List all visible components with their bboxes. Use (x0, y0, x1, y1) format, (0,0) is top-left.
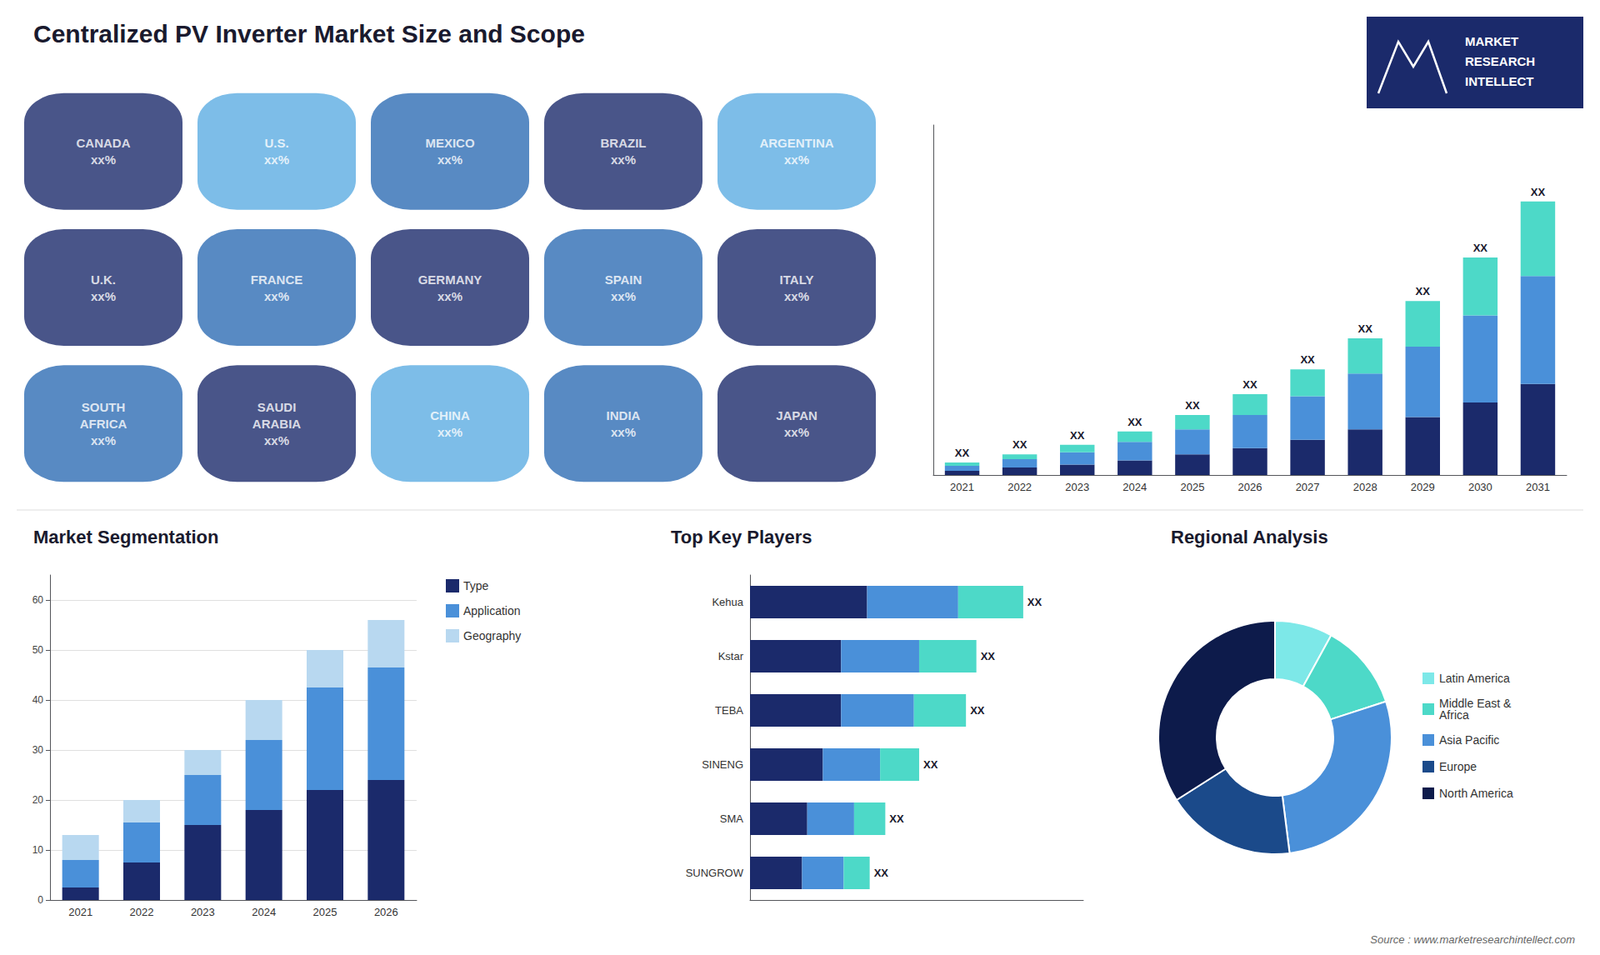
svg-text:Type: Type (463, 579, 490, 593)
svg-text:Regional Analysis: Regional Analysis (1170, 526, 1329, 548)
svg-text:10: 10 (32, 844, 45, 856)
svg-text:2024: 2024 (1122, 480, 1147, 494)
svg-text:40: 40 (32, 694, 45, 706)
svg-text:ARABIA: ARABIA (252, 416, 301, 431)
svg-text:2026: 2026 (374, 905, 399, 919)
svg-text:xx%: xx% (437, 425, 463, 440)
svg-text:XX: XX (923, 758, 939, 771)
svg-text:2022: 2022 (130, 905, 155, 919)
svg-text:Europe: Europe (1439, 760, 1477, 774)
svg-text:INTELLECT: INTELLECT (1465, 74, 1535, 89)
svg-text:Application: Application (463, 604, 521, 618)
svg-text:Kstar: Kstar (718, 650, 745, 663)
svg-text:MARKET: MARKET (1465, 34, 1519, 49)
svg-text:Africa: Africa (1439, 708, 1470, 722)
svg-text:2021: 2021 (68, 905, 93, 919)
svg-text:ARGENTINA: ARGENTINA (759, 135, 834, 150)
svg-text:SUNGROW: SUNGROW (685, 866, 745, 880)
svg-text:XX: XX (1473, 241, 1489, 255)
svg-text:2022: 2022 (1007, 480, 1032, 494)
svg-text:SPAIN: SPAIN (605, 272, 643, 287)
svg-text:Geography: Geography (463, 629, 521, 643)
svg-text:2031: 2031 (1525, 480, 1550, 494)
svg-text:XX: XX (1300, 353, 1315, 366)
svg-text:2026: 2026 (1238, 480, 1263, 494)
svg-text:Kehua: Kehua (711, 595, 744, 609)
svg-text:SINENG: SINENG (701, 758, 744, 771)
svg-text:XX: XX (874, 866, 890, 880)
svg-text:XX: XX (1530, 185, 1546, 199)
svg-text:XX: XX (1012, 438, 1028, 451)
svg-text:xx%: xx% (610, 289, 636, 304)
svg-text:2029: 2029 (1410, 480, 1435, 494)
svg-text:2023: 2023 (1065, 480, 1090, 494)
svg-text:U.S.: U.S. (264, 135, 289, 150)
svg-text:XX: XX (1127, 415, 1143, 429)
svg-text:U.K.: U.K. (90, 272, 116, 287)
svg-text:Top Key Players: Top Key Players (670, 526, 813, 548)
svg-text:Centralized PV Inverter Market: Centralized PV Inverter Market Size and … (33, 20, 585, 48)
svg-text:JAPAN: JAPAN (775, 408, 818, 423)
svg-text:2025: 2025 (1180, 480, 1205, 494)
svg-text:XX: XX (1415, 285, 1431, 298)
svg-text:xx%: xx% (437, 289, 463, 304)
svg-text:Asia Pacific: Asia Pacific (1439, 733, 1500, 747)
svg-text:Middle East &: Middle East & (1439, 696, 1512, 710)
svg-text:XX: XX (1027, 595, 1043, 609)
svg-text:60: 60 (32, 594, 45, 606)
svg-text:FRANCE: FRANCE (250, 272, 304, 287)
svg-text:Market Segmentation: Market Segmentation (33, 526, 220, 548)
svg-text:RESEARCH: RESEARCH (1465, 54, 1535, 69)
svg-text:CHINA: CHINA (430, 408, 470, 423)
svg-text:2028: 2028 (1353, 480, 1378, 494)
svg-text:xx%: xx% (437, 152, 463, 167)
svg-text:XX: XX (1185, 399, 1200, 412)
svg-text:SOUTH: SOUTH (81, 400, 126, 415)
svg-text:xx%: xx% (610, 425, 636, 440)
svg-text:2021: 2021 (950, 480, 975, 494)
svg-text:50: 50 (32, 644, 45, 656)
svg-text:0: 0 (37, 894, 44, 906)
svg-text:2027: 2027 (1295, 480, 1320, 494)
svg-text:xx%: xx% (610, 152, 636, 167)
svg-text:xx%: xx% (90, 433, 116, 448)
svg-text:Latin America: Latin America (1439, 671, 1510, 685)
svg-text:20: 20 (32, 794, 45, 806)
svg-text:XX: XX (955, 446, 970, 460)
svg-text:xx%: xx% (784, 289, 810, 304)
svg-text:2030: 2030 (1468, 480, 1493, 494)
svg-text:SMA: SMA (720, 812, 745, 825)
svg-text:XX: XX (980, 650, 996, 663)
svg-text:2025: 2025 (313, 905, 338, 919)
svg-text:xx%: xx% (90, 289, 116, 304)
svg-text:GERMANY: GERMANY (418, 272, 483, 287)
svg-text:XX: XX (1358, 322, 1374, 335)
svg-text:XX: XX (970, 704, 985, 717)
svg-text:2023: 2023 (190, 905, 215, 919)
svg-text:MEXICO: MEXICO (425, 135, 475, 150)
svg-text:xx%: xx% (264, 152, 290, 167)
svg-text:AFRICA: AFRICA (80, 416, 128, 431)
svg-text:SAUDI: SAUDI (257, 400, 297, 415)
svg-text:XX: XX (1070, 429, 1085, 442)
svg-text:TEBA: TEBA (715, 704, 744, 717)
svg-text:xx%: xx% (264, 289, 290, 304)
svg-text:xx%: xx% (784, 152, 810, 167)
svg-text:Source : www.marketresearchint: Source : www.marketresearchintellect.com (1370, 933, 1575, 946)
svg-text:XX: XX (1242, 378, 1258, 391)
svg-text:North America: North America (1439, 786, 1514, 800)
svg-text:CANADA: CANADA (76, 135, 131, 150)
svg-text:30: 30 (32, 744, 45, 756)
svg-text:xx%: xx% (784, 425, 810, 440)
svg-text:xx%: xx% (264, 433, 290, 448)
svg-text:BRAZIL: BRAZIL (600, 135, 647, 150)
svg-text:xx%: xx% (90, 152, 116, 167)
svg-text:INDIA: INDIA (606, 408, 641, 423)
svg-text:2024: 2024 (251, 905, 276, 919)
svg-text:XX: XX (889, 812, 905, 825)
svg-text:ITALY: ITALY (780, 272, 815, 287)
